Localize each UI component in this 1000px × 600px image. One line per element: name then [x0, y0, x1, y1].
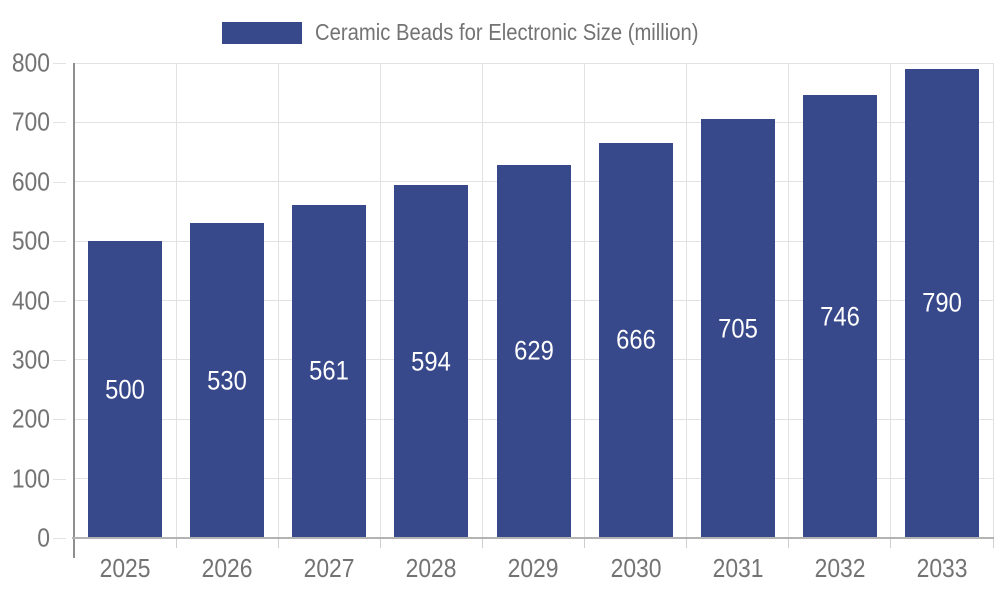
x-axis-tick-label: 2033 [916, 553, 968, 583]
bar-value-label: 666 [615, 324, 656, 355]
x-axis-tick-label: 2029 [508, 553, 559, 583]
y-tick-mark [53, 478, 66, 480]
x-axis-tick-label: 2031 [712, 553, 764, 583]
x-axis-tick-label: 2027 [303, 553, 355, 583]
y-axis-tick-label: 400 [11, 285, 50, 315]
y-tick-mark [53, 63, 66, 64]
y-axis-tick-label: 200 [11, 403, 50, 434]
gridline-horizontal [74, 62, 993, 64]
x-axis-tick-label: 2032 [814, 553, 866, 583]
gridline-vertical [481, 63, 483, 538]
bar-2029: 629 [496, 164, 571, 538]
x-tick-mark [686, 539, 688, 548]
gridline-vertical [277, 63, 279, 538]
gridline-vertical [584, 63, 586, 538]
y-axis-tick-label: 300 [11, 344, 50, 375]
y-tick-mark [53, 419, 66, 421]
gridline-horizontal [74, 121, 993, 123]
x-tick-mark [788, 539, 790, 548]
bar-value-label: 594 [411, 346, 452, 377]
bar-2030: 666 [598, 142, 673, 538]
y-axis-tick-label: 500 [11, 225, 50, 256]
gridline-vertical [890, 63, 892, 538]
bar-value-label: 530 [207, 365, 247, 396]
legend[interactable]: Ceramic Beads for Electronic Size (milli… [222, 19, 751, 46]
x-tick-mark [481, 539, 483, 548]
y-axis-tick-label: 0 [37, 522, 50, 553]
bar-value-label: 561 [309, 355, 350, 386]
y-tick-mark [53, 300, 66, 302]
bar-value-label: 790 [922, 287, 962, 318]
bar-2033: 790 [904, 68, 979, 538]
legend-label: Ceramic Beads for Electronic Size (milli… [315, 19, 699, 45]
bar-2028: 594 [394, 185, 469, 538]
gridline-vertical [379, 63, 381, 538]
y-axis-tick-label: 600 [11, 166, 50, 197]
x-tick-mark [379, 539, 381, 548]
y-axis-tick-label: 800 [11, 47, 50, 78]
x-tick-mark [175, 539, 177, 548]
x-tick-mark [584, 539, 586, 548]
y-axis-tick-label: 700 [11, 106, 50, 137]
y-tick-mark [53, 122, 66, 124]
bar-value-label: 500 [105, 374, 145, 405]
x-axis-tick-label: 2030 [610, 553, 662, 583]
x-tick-mark [277, 539, 279, 548]
y-tick-mark [53, 359, 66, 361]
y-tick-mark [53, 181, 66, 183]
legend-swatch-icon [222, 21, 302, 44]
plot-area: 0 100 200 300 400 500 600 700 800 500 2025 530 2026 5… [12, 48, 994, 583]
x-tick-mark [992, 539, 994, 548]
bar-value-label: 705 [717, 313, 758, 344]
y-axis-tick-label: 100 [11, 463, 50, 494]
bar-2026: 530 [190, 223, 265, 538]
y-tick-mark [53, 538, 66, 539]
x-axis-tick-label: 2028 [405, 553, 457, 583]
bar-value-label: 746 [820, 301, 860, 332]
x-axis-tick-label: 2026 [201, 553, 253, 583]
bar-2027: 561 [292, 204, 367, 538]
y-tick-mark [53, 241, 66, 243]
bar-2032: 746 [802, 95, 877, 538]
gridline-vertical [788, 63, 790, 538]
gridline-vertical [686, 63, 688, 538]
x-axis-line [72, 537, 994, 539]
y-axis-line [73, 63, 75, 558]
x-axis-tick-label: 2025 [99, 553, 151, 583]
gridline-vertical [992, 63, 994, 538]
bar-value-label: 629 [513, 335, 554, 366]
bar-2025: 500 [88, 241, 163, 538]
bar-2031: 705 [700, 119, 775, 538]
x-tick-mark [890, 539, 892, 548]
gridline-vertical [175, 63, 177, 538]
